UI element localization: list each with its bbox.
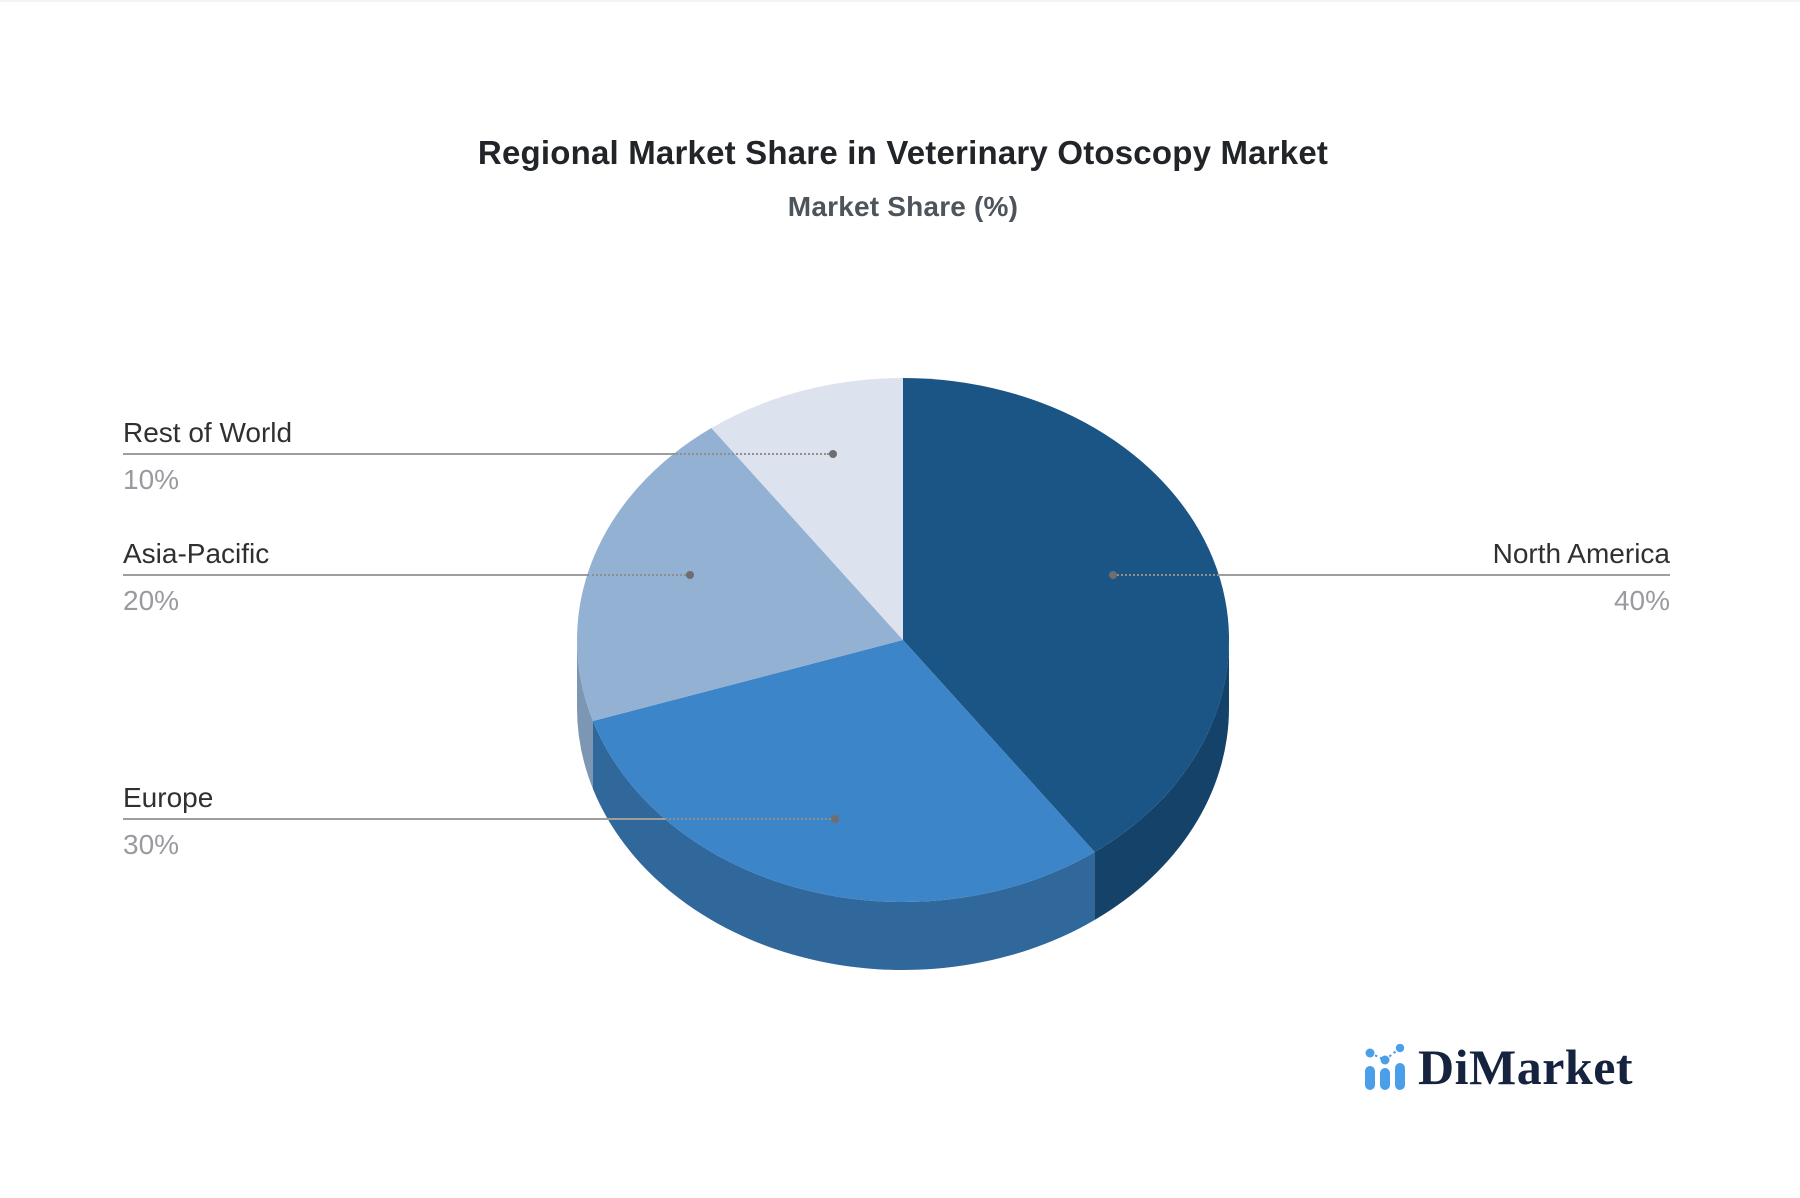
slice-label: Europe — [123, 782, 214, 813]
leader-dot — [829, 450, 837, 458]
pie-slice-europe[interactable] — [593, 640, 1095, 903]
leader-dot — [1109, 571, 1117, 579]
chart-title: Regional Market Share in Veterinary Otos… — [477, 134, 1329, 171]
slice-label: Rest of World — [123, 417, 293, 448]
leader-line-dotted — [1117, 574, 1219, 576]
leader-line — [1219, 574, 1670, 576]
slice-percentage: 10% — [123, 464, 180, 495]
slice-label: North America — [1492, 538, 1670, 569]
pie-slice-europe-side — [593, 721, 1095, 971]
leader-line — [123, 818, 665, 820]
slice-label: Asia-Pacific — [123, 538, 270, 569]
leader-line-dotted — [673, 453, 829, 455]
brand-logo: DiMarket — [1363, 1039, 1634, 1095]
leader-line-dotted — [587, 574, 686, 576]
slice-percentage: 40% — [1613, 585, 1670, 616]
brand-name: DiMarket — [1418, 1039, 1634, 1095]
chart-subtitle: Market Share (%) — [787, 191, 1019, 222]
pie-slice-asia-pacific-side — [577, 640, 593, 789]
leader-line — [123, 574, 587, 576]
pie-slice-north-america[interactable] — [903, 378, 1230, 852]
bar-line-chart-icon — [1365, 1044, 1405, 1090]
pie-slice-north-america-side — [1094, 640, 1229, 920]
leader-dot — [831, 815, 839, 823]
slice-percentage: 30% — [123, 829, 180, 860]
slice-percentage: 20% — [123, 585, 180, 616]
pie-slice-rest-of-world[interactable] — [711, 378, 903, 640]
pie-slice-asia-pacific[interactable] — [577, 428, 903, 721]
leader-line — [123, 453, 673, 455]
leader-dot — [686, 571, 694, 579]
leader-line-dotted — [665, 818, 831, 820]
